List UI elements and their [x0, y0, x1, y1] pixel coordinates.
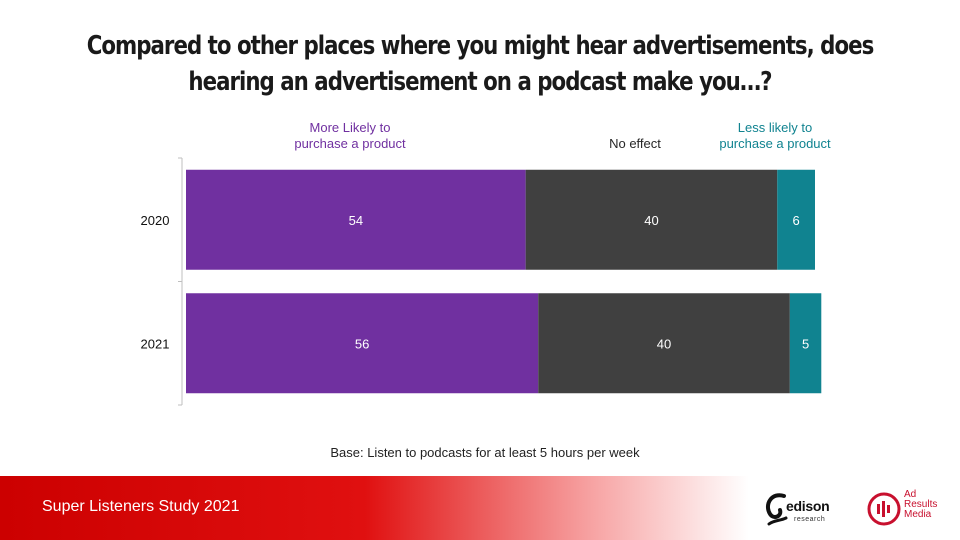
- legend-label-line: purchase a product: [294, 136, 406, 151]
- data-label: 6: [793, 213, 800, 228]
- category-label: 2020: [141, 213, 170, 228]
- arm-line-2: Results: [904, 499, 938, 510]
- edison-logo-sub: research: [794, 516, 826, 523]
- legend-label-line: More Likely to: [309, 120, 391, 135]
- legend-less-likely: Less likely to purchase a product: [700, 120, 850, 152]
- legend-label-line: Less likely to: [737, 120, 813, 135]
- edison-swirl-icon: [765, 493, 788, 526]
- legend-no-effect: No effect: [585, 136, 685, 152]
- arm-line-1: Ad: [904, 489, 917, 500]
- data-label: 56: [355, 336, 369, 351]
- data-label: 40: [657, 336, 671, 351]
- bar-segment: [186, 169, 526, 270]
- edison-research-logo: edison research: [764, 490, 844, 530]
- bar-segment: [789, 293, 822, 394]
- data-label: 5: [802, 336, 809, 351]
- footer-band: Super Listeners Study 2021 edison resear…: [0, 476, 960, 540]
- ad-results-media-wordmark: Ad Results Media: [904, 490, 937, 520]
- bar-segment: [538, 293, 790, 394]
- data-label: 54: [349, 213, 363, 228]
- arm-line-3: Media: [904, 509, 932, 520]
- ad-results-media-mic-icon: [867, 492, 901, 526]
- footer-study-title: Super Listeners Study 2021: [42, 498, 240, 515]
- chart-title-line-1: Compared to other places where you might…: [86, 31, 875, 61]
- chart-title: Compared to other places where you might…: [86, 28, 875, 100]
- legend-label-line: purchase a product: [719, 136, 831, 151]
- legend-label-line: No effect: [609, 136, 661, 151]
- data-label: 40: [644, 213, 658, 228]
- category-label: 2021: [141, 336, 170, 351]
- edison-logo-name: edison: [786, 498, 830, 514]
- bar-segment: [525, 169, 778, 270]
- ad-results-media-logo: Ad Results Media: [867, 490, 957, 534]
- bar-segment: [777, 169, 815, 270]
- bar-segment: [186, 293, 539, 394]
- stacked-bar-chart: 2020 54 40 6 2021 56 40 5: [141, 157, 822, 406]
- base-note: Base: Listen to podcasts for at least 5 …: [330, 445, 640, 460]
- chart-title-line-2: hearing an advertisement on a podcast ma…: [188, 67, 772, 97]
- legend-more-likely: More Likely to purchase a product: [265, 120, 435, 152]
